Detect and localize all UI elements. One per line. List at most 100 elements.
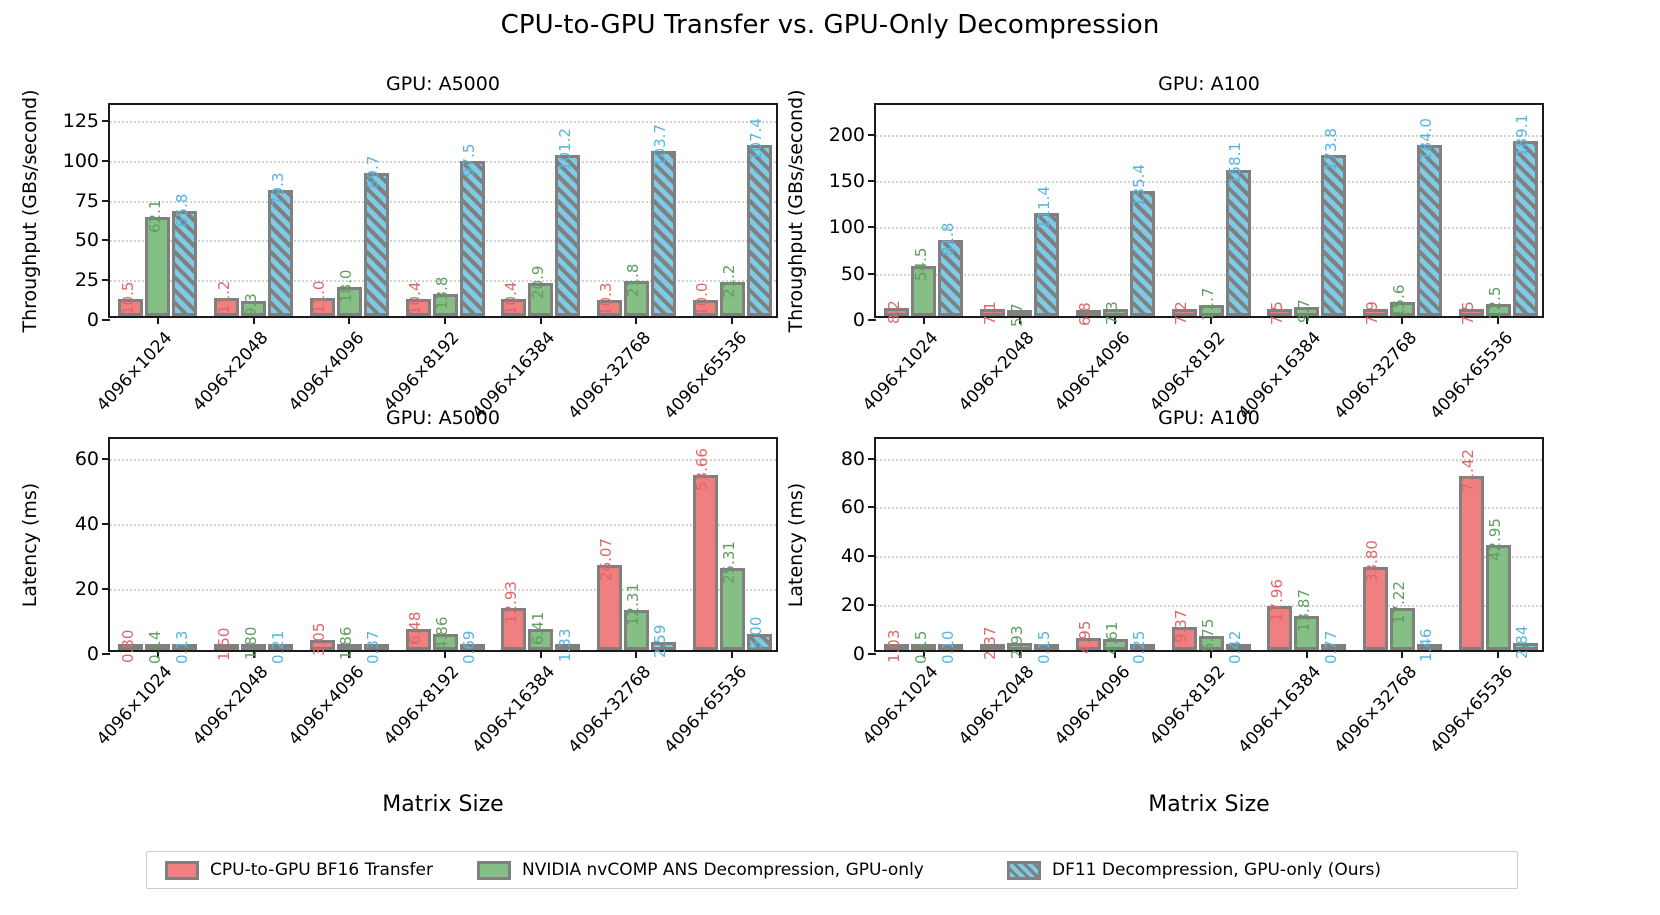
bar-value-label: 89.7 (364, 155, 383, 190)
panel-title-throughput-a100: GPU: A100 (1158, 73, 1260, 95)
gridline (876, 507, 1542, 510)
bar-value-label: 4.61 (1103, 621, 1122, 655)
bar-value-label: 103.7 (651, 123, 670, 167)
bar-latency-a5000-s0-c2 (309, 640, 335, 650)
bar-value-label: 11.7 (1199, 287, 1217, 322)
x-tick-mark (1210, 316, 1212, 324)
bar-value-label: 0.13 (172, 630, 191, 664)
y-tick-label: 40 (74, 512, 99, 535)
bar-throughput-a100-s0-c3 (1171, 309, 1197, 316)
bar-value-label: 12.31 (624, 582, 643, 626)
x-tick-mark (1305, 316, 1308, 324)
bar-latency-a100-s2-c4 (1321, 644, 1347, 650)
gridline (110, 120, 776, 123)
y-tick-label: 60 (840, 496, 865, 519)
bar-throughput-a100-s2-c1 (1034, 212, 1060, 316)
bar-value-label: 97.5 (460, 143, 478, 177)
y-tick-label: 0 (852, 309, 865, 331)
x-tick-mark (444, 650, 446, 658)
bar-value-label: 11.0 (310, 281, 329, 315)
x-tick-label: 4096×16384 (1234, 662, 1326, 758)
legend-item-0[interactable]: CPU-to-GPU BF16 Transfer (165, 860, 433, 880)
x-tick-label: 4096×4096 (1050, 662, 1134, 750)
x-tick-mark (1497, 650, 1500, 658)
bar-latency-a100-s2-c1 (1034, 644, 1060, 650)
x-tick-mark (1114, 316, 1117, 324)
plot-area-throughput-a5000: 0 25 50 75 100 125 4096×1024 10.5 62.1 65.8 4096×2… (63, 103, 778, 423)
bar-latency-a100-s1-c6 (1485, 545, 1511, 650)
y-axis-label-latency-a100: Latency (ms) (785, 482, 807, 607)
legend-item-2[interactable]: DF11 Decompression, GPU-only (Ours) (1007, 860, 1381, 880)
gridline (876, 556, 1542, 559)
bar-value-label: 184.0 (1417, 118, 1436, 162)
gridline (110, 588, 776, 591)
bar-throughput-a100-s2-c5 (1416, 145, 1442, 316)
bar-throughput-a5000-s1-c1 (241, 301, 267, 316)
bar-throughput-a100-s1-c1 (1007, 310, 1033, 316)
bar-latency-a5000-s1-c4 (528, 629, 554, 650)
bar-latency-a100-s1-c3 (1198, 635, 1224, 650)
bar-value-label: 135.4 (1130, 163, 1149, 207)
bar-value-label: 0.14 (145, 630, 164, 664)
bar-latency-a100-s1-c0 (911, 644, 937, 650)
bar-latency-a100-s1-c5 (1389, 607, 1415, 650)
bar-throughput-a5000-s0-c1 (214, 298, 240, 316)
bar-value-label: 10.4 (406, 282, 424, 316)
x-tick-label: 4096×8192 (1146, 662, 1230, 750)
bar-value-label: 0.37 (364, 630, 383, 664)
bar-value-label: 7.2 (1172, 301, 1190, 326)
y-tick-mark (102, 653, 110, 655)
legend-item-1[interactable]: NVIDIA nvCOMP ANS Decompression, GPU-onl… (477, 860, 924, 880)
bar-throughput-a5000-s2-c6 (746, 144, 772, 316)
gridline (876, 605, 1542, 608)
bar-value-label: 71.42 (1459, 448, 1478, 492)
chart-panel-latency-a5000: GPU: A5000 0 20 40 60 4096×1024 0.80 0.14 0.13 40… (19, 407, 778, 817)
bar-value-label: 25.31 (720, 540, 739, 584)
x-tick-label: 4096×2048 (188, 662, 273, 750)
x-tick-label: 4096×65536 (1426, 662, 1517, 758)
x-axis-label-latency-a100: Matrix Size (1148, 792, 1270, 817)
bar-value-label: 0.15 (911, 630, 930, 664)
bar-throughput-a5000-s1-c0 (145, 217, 171, 316)
bar-throughput-a100-s0-c5 (1362, 308, 1388, 316)
y-tick-mark (102, 587, 110, 590)
bar-throughput-a100-s1-c6 (1485, 304, 1511, 316)
bar-latency-a100-s2-c0 (938, 644, 964, 650)
bar-value-label: 7.9 (1363, 300, 1382, 325)
bar-latency-a100-s0-c6 (1458, 475, 1484, 650)
bar-latency-a5000-s1-c6 (719, 567, 745, 650)
y-tick-mark (868, 226, 876, 229)
bar-value-label: 21.8 (624, 263, 643, 298)
x-tick-mark (635, 316, 638, 324)
x-tick-label: 4096×1024 (93, 662, 177, 750)
x-tick-mark (252, 316, 255, 324)
bar-value-label: 0.77 (1321, 630, 1340, 664)
bar-value-label: 42.95 (1486, 518, 1505, 562)
bar-value-label: 2.84 (1513, 625, 1532, 660)
x-tick-label: 4096×2048 (954, 328, 1039, 416)
bar-value-label: 17.96 (1267, 579, 1286, 623)
bar-latency-a100-s1-c4 (1294, 616, 1320, 650)
bar-latency-a5000-s1-c5 (623, 609, 649, 650)
y-tick-mark (868, 457, 876, 460)
y-tick-label: 50 (74, 229, 99, 252)
bar-value-label: 9.3 (241, 293, 260, 318)
x-tick-label: 4096×1024 (859, 662, 943, 750)
bar-latency-a5000-s0-c5 (596, 565, 622, 650)
chart-panel-throughput-a5000: GPU: A5000 0 25 50 75 100 125 4096×1024 10.5 62.1… (19, 73, 778, 423)
bar-value-label: 79.3 (268, 172, 287, 206)
x-tick-mark (156, 316, 159, 324)
bar-value-label: 107.4 (747, 118, 766, 161)
bar-throughput-a100-s2-c0 (938, 240, 964, 316)
bar-latency-a5000-s2-c1 (268, 644, 294, 650)
bar-value-label: 21.2 (720, 264, 739, 299)
bar-throughput-a5000-s2-c0 (172, 211, 198, 316)
x-tick-label: 4096×16384 (468, 662, 560, 758)
bar-value-label: 7.5 (1267, 301, 1286, 326)
y-axis-label-throughput-a5000: Throughput (GBs/second) (19, 88, 41, 333)
panel-title-throughput-a5000: GPU: A5000 (386, 73, 500, 95)
y-tick-label: 80 (840, 447, 865, 470)
green-solid-swatch (477, 860, 511, 880)
bar-value-label: 54.5 (911, 248, 930, 282)
y-tick-mark (102, 199, 110, 202)
